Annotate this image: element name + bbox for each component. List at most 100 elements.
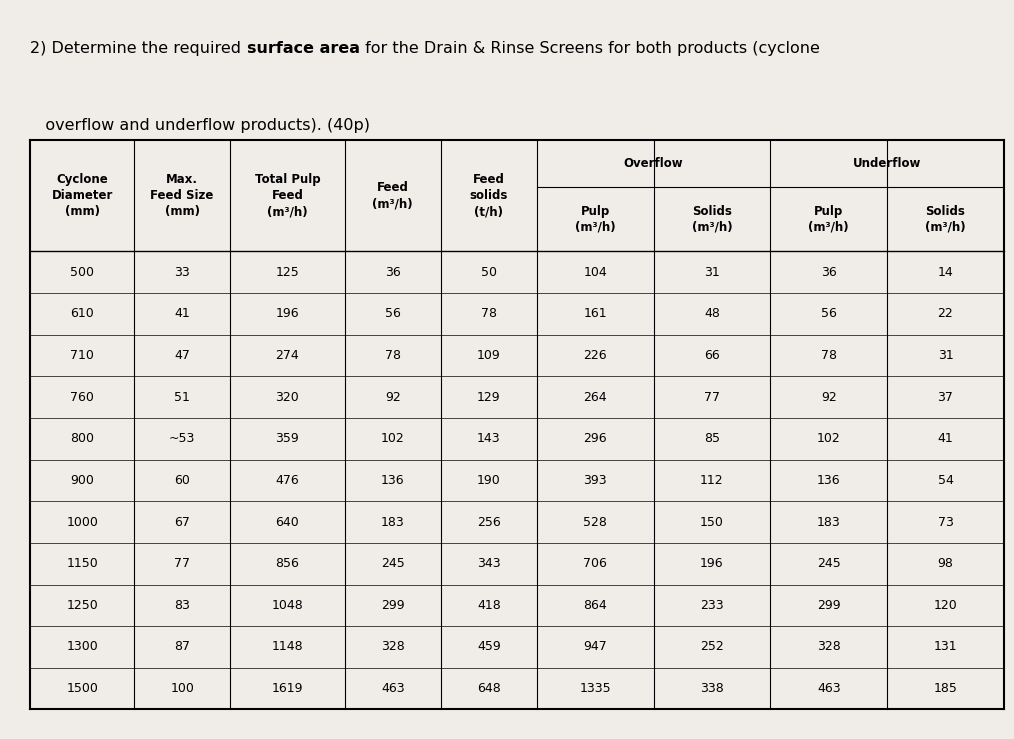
Text: surface area: surface area [246,41,360,56]
Text: 500: 500 [70,266,94,279]
Text: 800: 800 [70,432,94,446]
Text: 36: 36 [385,266,401,279]
Text: 190: 190 [477,474,501,487]
Text: Feed
solids
(t/h): Feed solids (t/h) [469,174,508,219]
Text: Overflow: Overflow [624,157,683,170]
Text: 343: 343 [477,557,501,571]
Text: 463: 463 [381,682,405,695]
Text: 1000: 1000 [66,516,98,528]
Text: for the Drain & Rinse Screens for both products (cyclone: for the Drain & Rinse Screens for both p… [360,41,819,56]
Text: 1250: 1250 [66,599,98,612]
Text: 648: 648 [477,682,501,695]
Text: 459: 459 [477,641,501,653]
Text: 359: 359 [276,432,299,446]
Text: 299: 299 [817,599,841,612]
Text: 296: 296 [583,432,607,446]
Text: 150: 150 [700,516,724,528]
Text: Pulp
(m³/h): Pulp (m³/h) [575,205,615,234]
Text: Underflow: Underflow [853,157,922,170]
Text: 33: 33 [174,266,190,279]
Text: 338: 338 [700,682,724,695]
Text: 14: 14 [938,266,953,279]
Text: 418: 418 [477,599,501,612]
Text: 183: 183 [381,516,405,528]
Text: 125: 125 [276,266,299,279]
Text: 78: 78 [384,349,401,362]
Text: 100: 100 [170,682,194,695]
Text: 77: 77 [174,557,190,571]
Text: 710: 710 [70,349,94,362]
Text: 256: 256 [477,516,501,528]
Text: Solids
(m³/h): Solids (m³/h) [692,205,732,234]
Text: 864: 864 [583,599,607,612]
Text: 252: 252 [700,641,724,653]
Text: 233: 233 [700,599,724,612]
Text: 83: 83 [174,599,190,612]
Text: 328: 328 [381,641,405,653]
Text: ~53: ~53 [169,432,196,446]
Text: 51: 51 [174,391,190,403]
Text: 50: 50 [481,266,497,279]
Text: 1048: 1048 [272,599,303,612]
Text: 37: 37 [938,391,953,403]
Text: 120: 120 [934,599,957,612]
Text: 610: 610 [70,307,94,320]
Text: Feed
(m³/h): Feed (m³/h) [372,181,413,211]
Text: 274: 274 [276,349,299,362]
Text: 92: 92 [820,391,837,403]
Text: 245: 245 [381,557,405,571]
Text: 320: 320 [276,391,299,403]
Text: 476: 476 [276,474,299,487]
Text: Cyclone
Diameter
(mm): Cyclone Diameter (mm) [52,174,113,219]
Text: 1335: 1335 [579,682,611,695]
Text: 1619: 1619 [272,682,303,695]
Text: 98: 98 [938,557,953,571]
Text: 129: 129 [477,391,501,403]
Text: 78: 78 [481,307,497,320]
Text: 31: 31 [704,266,720,279]
Text: 299: 299 [381,599,405,612]
Text: 136: 136 [381,474,405,487]
Text: 183: 183 [817,516,841,528]
Text: 143: 143 [477,432,501,446]
Text: 31: 31 [938,349,953,362]
Text: 109: 109 [477,349,501,362]
Text: 54: 54 [938,474,953,487]
Text: 196: 196 [276,307,299,320]
Text: 463: 463 [817,682,841,695]
Text: 87: 87 [174,641,190,653]
Text: 41: 41 [174,307,190,320]
Text: 92: 92 [385,391,401,403]
Text: Max.
Feed Size
(mm): Max. Feed Size (mm) [150,174,214,219]
Text: 66: 66 [704,349,720,362]
Text: 161: 161 [583,307,607,320]
Text: 136: 136 [817,474,841,487]
Text: 640: 640 [276,516,299,528]
Text: overflow and underflow products). (40p): overflow and underflow products). (40p) [30,118,370,133]
Text: 56: 56 [384,307,401,320]
Text: 104: 104 [583,266,607,279]
Text: 22: 22 [938,307,953,320]
Text: 947: 947 [583,641,607,653]
Text: 393: 393 [583,474,607,487]
Text: 112: 112 [700,474,724,487]
Text: 264: 264 [583,391,607,403]
Text: 226: 226 [583,349,607,362]
Text: 1150: 1150 [66,557,98,571]
Text: 102: 102 [817,432,841,446]
Text: 77: 77 [704,391,720,403]
Text: 36: 36 [820,266,837,279]
Text: 1148: 1148 [272,641,303,653]
Text: 102: 102 [381,432,405,446]
Text: 706: 706 [583,557,607,571]
Text: 60: 60 [174,474,190,487]
Text: 131: 131 [934,641,957,653]
Text: Pulp
(m³/h): Pulp (m³/h) [808,205,849,234]
Text: 245: 245 [817,557,841,571]
Text: 900: 900 [70,474,94,487]
Text: 41: 41 [938,432,953,446]
Text: 856: 856 [276,557,299,571]
Text: 760: 760 [70,391,94,403]
Text: 47: 47 [174,349,190,362]
Text: 328: 328 [817,641,841,653]
